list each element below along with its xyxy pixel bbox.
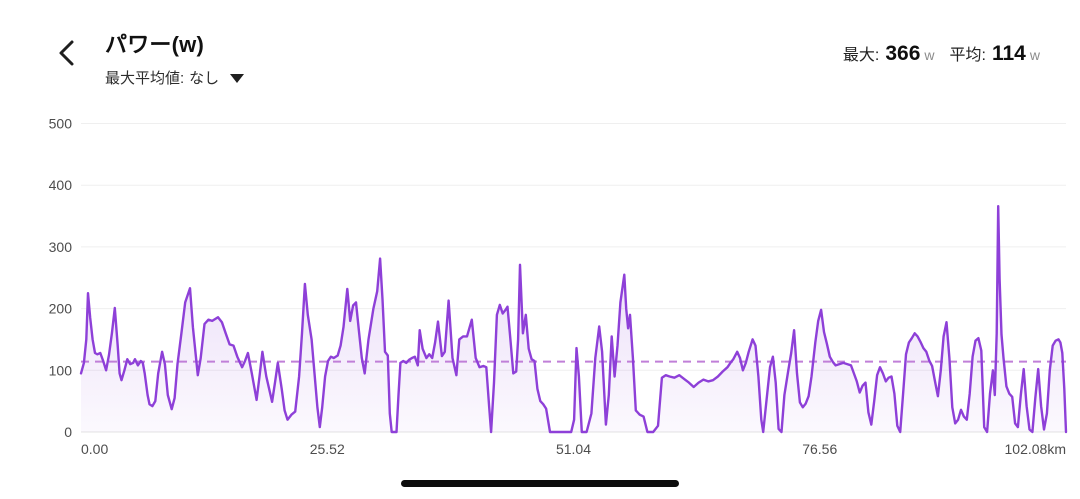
y-axis-label: 100	[49, 362, 73, 378]
avg-unit: w	[1029, 47, 1040, 63]
power-area	[81, 206, 1066, 432]
y-axis-label: 300	[49, 239, 73, 255]
max-unit: w	[924, 47, 935, 63]
y-axis-label: 500	[49, 116, 73, 132]
y-axis-label: 400	[49, 177, 73, 193]
chevron-left-icon	[59, 40, 74, 66]
max-value: 366	[885, 42, 921, 65]
y-axis-label: 200	[49, 301, 73, 317]
x-axis-label: 0.00	[81, 441, 108, 457]
x-axis-label: 25.52	[310, 441, 345, 457]
triangle-down-icon	[230, 74, 245, 83]
max-label: 最大:	[842, 47, 880, 64]
x-axis-label: 102.08km	[1005, 441, 1066, 457]
avg-label: 平均:	[949, 47, 986, 64]
home-indicator-bar[interactable]	[401, 480, 679, 487]
page-title: パワー(w)	[105, 32, 204, 57]
header: パワー(w) 最大平均値: なし	[105, 27, 245, 88]
avg-value: 114	[991, 42, 1026, 65]
x-axis-label: 76.56	[802, 441, 837, 457]
subtitle-value: なし	[189, 70, 220, 87]
subtitle-label: 最大平均値:	[105, 70, 185, 87]
x-axis-label: 51.04	[556, 441, 591, 457]
y-axis-label: 0	[64, 424, 72, 440]
back-button[interactable]	[50, 36, 84, 70]
max-average-dropdown[interactable]: 最大平均値: なし	[105, 67, 245, 88]
power-line	[79, 205, 1068, 434]
summary-stats: 最大: 366 w 平均: 114 w	[843, 41, 1040, 66]
